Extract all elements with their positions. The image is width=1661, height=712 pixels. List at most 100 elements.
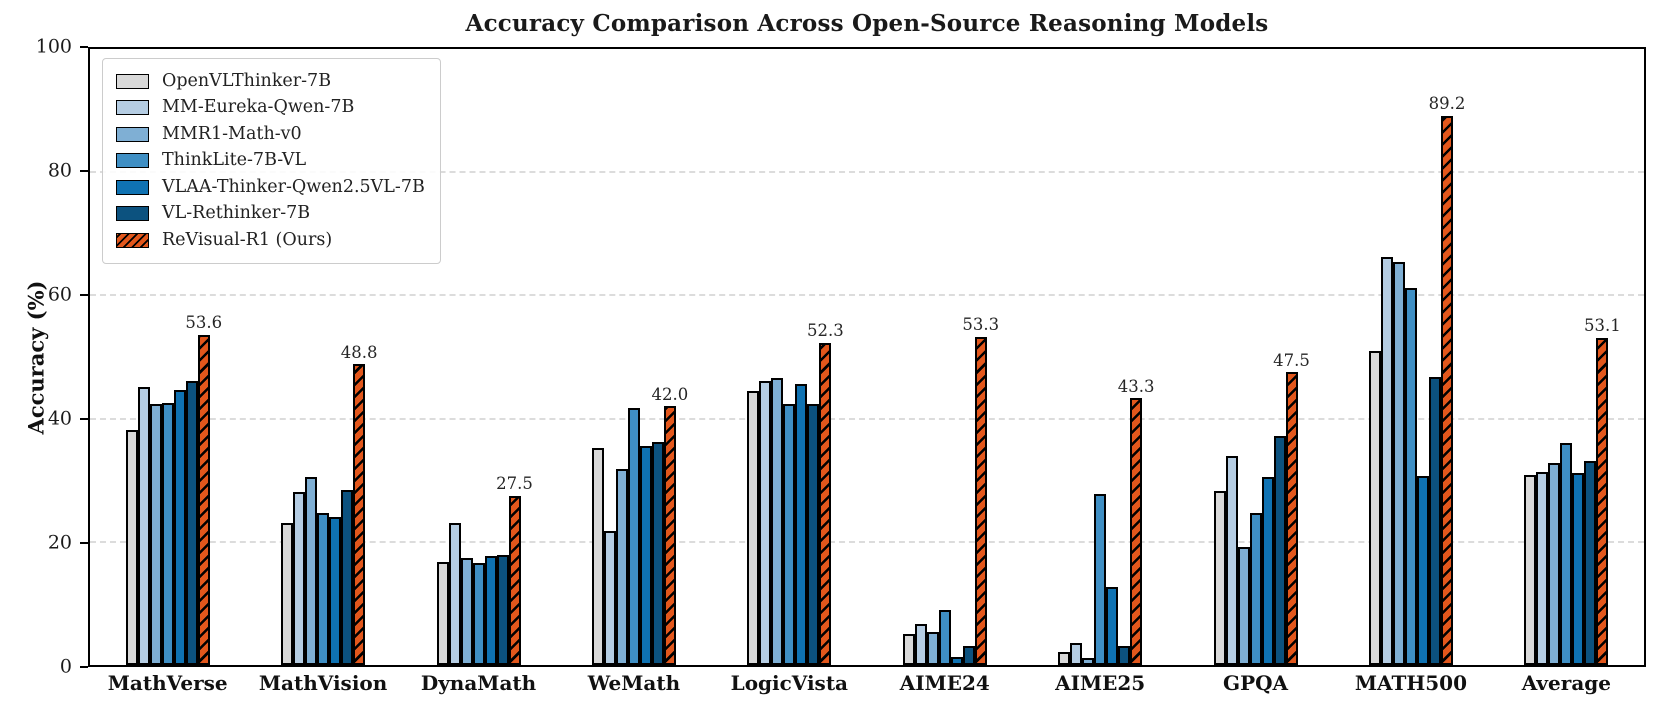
legend-label: VLAA-Thinker-Qwen2.5VL-7B — [162, 176, 425, 197]
x-category-label: GPQA — [1223, 671, 1289, 695]
bar-revisual-r1-ours--gpqa: 47.5 — [1273, 352, 1310, 665]
bar-openvlthinker-7b-logicvista — [747, 390, 760, 665]
bar-vl-rethinker-7b-aime25 — [1118, 645, 1131, 665]
y-tick-mark — [80, 170, 88, 172]
bar-openvlthinker-7b-gpqa — [1213, 491, 1226, 665]
x-category-label: DynaMath — [420, 671, 537, 695]
legend-swatch — [116, 100, 149, 116]
bar-revisual-r1-ours--aime25: 43.3 — [1118, 378, 1155, 665]
y-tick-mark — [80, 46, 88, 48]
bar-vl-rethinker-7b-mathverse — [185, 381, 198, 665]
bar-mmr1-math-v0-aime25 — [1082, 658, 1095, 665]
legend-item: MMR1-Math-v0 — [116, 121, 425, 148]
bar-group-logicvista: 52.3 LogicVista — [712, 49, 867, 693]
bar-thinklite-7b-vl-average — [1560, 443, 1573, 665]
bar-openvlthinker-7b-math500 — [1368, 350, 1381, 665]
bar-mm-eureka-qwen-7b-dynamath — [448, 523, 461, 665]
bar-vlaa-thinker-qwen2-5vl-7b-aime25 — [1106, 587, 1119, 665]
bar-group-dynamath: 27.5 DynaMath — [401, 49, 556, 693]
bar-value-label: 53.6 — [185, 313, 223, 333]
bar-vlaa-thinker-qwen2-5vl-7b-aime24 — [950, 657, 963, 665]
bar-mmr1-math-v0-aime24 — [926, 631, 939, 665]
legend-item: MM-Eureka-Qwen-7B — [116, 95, 425, 122]
x-category-label: WeMath — [587, 671, 681, 695]
bar-mm-eureka-qwen-7b-math500 — [1380, 257, 1393, 665]
y-tick-mark — [80, 666, 88, 668]
bar-mm-eureka-qwen-7b-average — [1536, 471, 1549, 665]
legend-item: VL-Rethinker-7B — [116, 201, 425, 228]
legend-label: OpenVLThinker-7B — [162, 70, 332, 91]
bar-vlaa-thinker-qwen2-5vl-7b-mathverse — [173, 389, 186, 665]
y-tick-label: 80 — [47, 159, 72, 182]
bar-thinklite-7b-vl-math500 — [1404, 288, 1417, 665]
bar-thinklite-7b-vl-logicvista — [783, 403, 796, 665]
bar-openvlthinker-7b-mathvision — [281, 523, 294, 665]
bar-vl-rethinker-7b-gpqa — [1273, 436, 1286, 665]
bar-openvlthinker-7b-average — [1524, 475, 1537, 665]
y-tick-mark — [80, 294, 88, 296]
y-tick-mark — [80, 418, 88, 420]
y-tick-mark — [80, 542, 88, 544]
gridline — [90, 171, 1644, 174]
bar-mmr1-math-v0-logicvista — [771, 377, 784, 665]
bar-mmr1-math-v0-average — [1548, 462, 1561, 665]
x-category-label: MathVerse — [107, 671, 228, 695]
x-category-label: MATH500 — [1354, 671, 1467, 695]
legend-item: ReVisual-R1 (Ours) — [116, 227, 425, 254]
bar-vl-rethinker-7b-logicvista — [807, 404, 820, 665]
legend-label: VL-Rethinker-7B — [162, 203, 311, 223]
bar-vlaa-thinker-qwen2-5vl-7b-wemath — [639, 446, 652, 665]
bar-openvlthinker-7b-aime24 — [902, 634, 915, 665]
bar-openvlthinker-7b-mathverse — [125, 430, 138, 665]
bar-revisual-r1-ours--logicvista: 52.3 — [807, 323, 844, 665]
legend-swatch — [116, 179, 149, 195]
bar-group-mathvision: 48.8 MathVision — [245, 49, 400, 693]
bar-thinklite-7b-vl-mathvision — [317, 513, 330, 665]
bar-vlaa-thinker-qwen2-5vl-7b-mathvision — [329, 516, 342, 665]
y-axis: 0 20 40 60 80 100 — [0, 37, 88, 676]
bar-thinklite-7b-vl-gpqa — [1249, 512, 1262, 665]
bar-mm-eureka-qwen-7b-wemath — [603, 530, 616, 665]
legend-item: OpenVLThinker-7B — [116, 68, 425, 95]
bar-openvlthinker-7b-aime25 — [1058, 652, 1071, 665]
bar-vlaa-thinker-qwen2-5vl-7b-dynamath — [484, 555, 497, 665]
bar-mm-eureka-qwen-7b-aime25 — [1070, 643, 1083, 665]
bar-vl-rethinker-7b-average — [1584, 460, 1597, 665]
bar-thinklite-7b-vl-dynamath — [472, 563, 485, 665]
bar-value-label: 27.5 — [496, 474, 533, 494]
bar-thinklite-7b-vl-mathverse — [161, 402, 174, 665]
bar-value-label: 53.1 — [1583, 316, 1621, 336]
y-tick-label: 20 — [47, 531, 72, 554]
legend: OpenVLThinker-7B MM-Eureka-Qwen-7B MMR1-Ma… — [102, 58, 441, 264]
bar-vlaa-thinker-qwen2-5vl-7b-logicvista — [795, 384, 808, 665]
bar-group-wemath: 42.0 WeMath — [556, 49, 711, 693]
x-category-label: Average — [1521, 671, 1611, 695]
bar-mm-eureka-qwen-7b-mathvision — [293, 491, 306, 665]
bar-vl-rethinker-7b-wemath — [651, 442, 664, 665]
legend-swatch — [116, 153, 149, 169]
bar-vlaa-thinker-qwen2-5vl-7b-gpqa — [1261, 477, 1274, 665]
bar-mmr1-math-v0-dynamath — [460, 557, 473, 665]
bar-vl-rethinker-7b-dynamath — [496, 555, 509, 665]
legend-swatch — [116, 126, 149, 142]
gridline — [90, 540, 1644, 543]
legend-swatch — [116, 206, 149, 222]
x-category-label: AIME24 — [899, 671, 990, 695]
bar-mmr1-math-v0-mathvision — [305, 477, 318, 665]
gridline — [90, 294, 1644, 297]
x-category-label: LogicVista — [730, 671, 849, 695]
bar-value-label: 42.0 — [651, 384, 689, 404]
y-tick-label: 60 — [47, 283, 72, 306]
bar-revisual-r1-ours--dynamath: 27.5 — [496, 476, 533, 665]
bar-mmr1-math-v0-mathverse — [149, 403, 162, 665]
bar-thinklite-7b-vl-aime24 — [938, 610, 951, 665]
y-tick-label: 40 — [47, 407, 72, 430]
bar-thinklite-7b-vl-wemath — [627, 407, 640, 665]
bar-value-label: 48.8 — [340, 342, 378, 362]
bar-value-label: 43.3 — [1117, 376, 1155, 396]
bar-vlaa-thinker-qwen2-5vl-7b-math500 — [1416, 475, 1429, 665]
x-category-label: AIME25 — [1055, 671, 1146, 695]
gridline — [90, 417, 1644, 420]
bar-group-math500: 89.2 MATH500 — [1333, 49, 1488, 693]
